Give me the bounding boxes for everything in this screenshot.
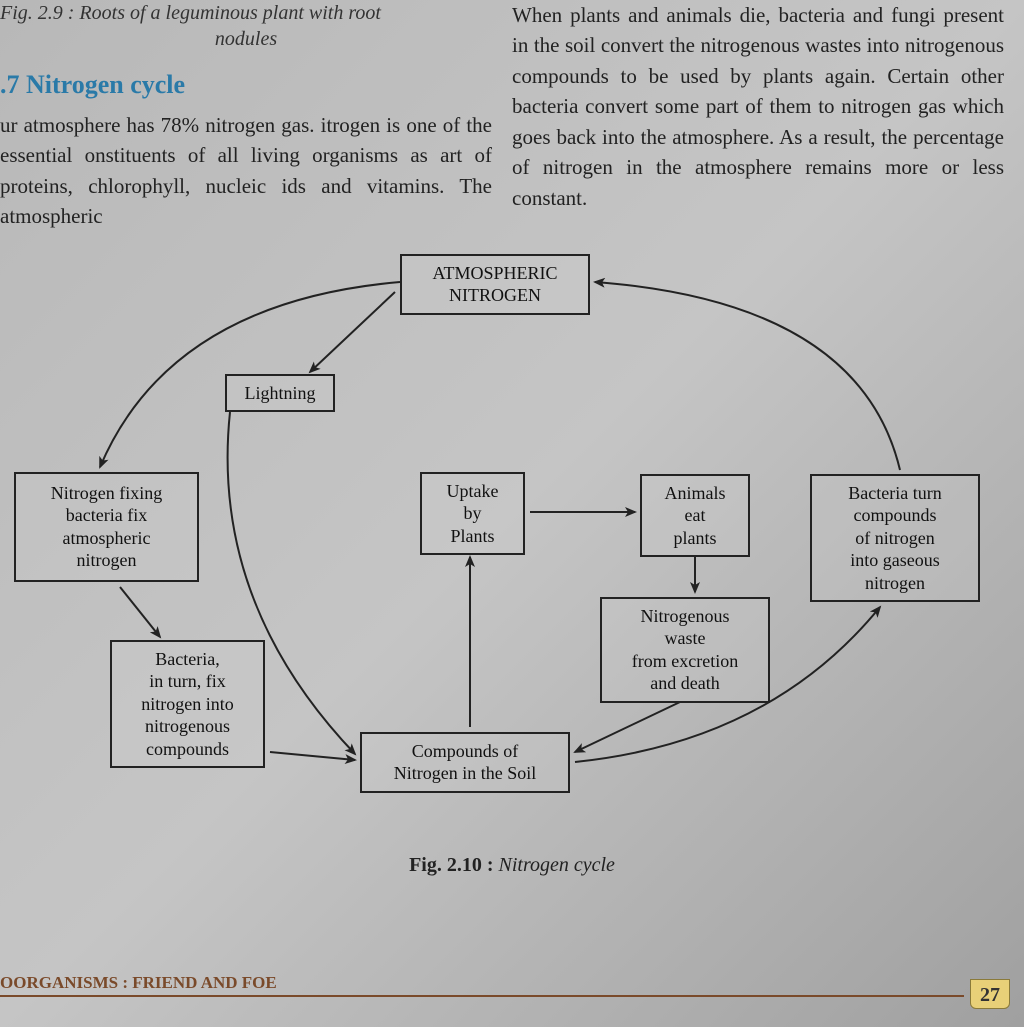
edge-gasify-to-atm-arc: [595, 282, 900, 470]
edge-inturn-to-soil: [270, 752, 355, 760]
section-heading: .7 Nitrogen cycle: [0, 70, 492, 100]
fig-2-9-line1: Fig. 2.9 : Roots of a leguminous plant w…: [0, 2, 381, 24]
node-inturn: Bacteria,in turn, fixnitrogen intonitrog…: [110, 640, 265, 769]
node-gasify: Bacteria turncompoundsof nitrogeninto ga…: [810, 474, 980, 603]
edge-atm-to-lightning: [310, 292, 395, 372]
node-soil: Compounds ofNitrogen in the Soil: [360, 732, 570, 793]
fig-2-9-line2: nodules: [0, 26, 492, 52]
footer-rule: [0, 995, 964, 997]
fig-2-9-caption: Fig. 2.9 : Roots of a leguminous plant w…: [0, 0, 492, 52]
node-fixing: Nitrogen fixingbacteria fixatmosphericni…: [14, 472, 199, 582]
node-animals: Animalseatplants: [640, 474, 750, 558]
section-number: .7: [0, 70, 20, 99]
left-column-text: ur atmosphere has 78% nitrogen gas. itro…: [0, 110, 492, 232]
section-title: Nitrogen cycle: [26, 70, 185, 99]
node-uptake: UptakebyPlants: [420, 472, 525, 556]
node-waste: Nitrogenouswastefrom excretionand death: [600, 597, 770, 703]
right-column-text: When plants and animals die, bacteria an…: [512, 0, 1004, 213]
edge-fixing-to-inturn: [120, 587, 160, 637]
page-number: 27: [970, 979, 1010, 1009]
node-atm: ATMOSPHERICNITROGEN: [400, 254, 590, 315]
page-footer: OORGANISMS : FRIEND AND FOE 27: [0, 973, 1024, 1009]
footer-chapter-label: OORGANISMS : FRIEND AND FOE: [0, 973, 283, 997]
node-lightning: Lightning: [225, 374, 335, 413]
edge-waste-to-soil: [575, 702, 680, 752]
nitrogen-cycle-diagram: ATMOSPHERICNITROGEN Lightning Nitrogen fix…: [0, 242, 1024, 862]
